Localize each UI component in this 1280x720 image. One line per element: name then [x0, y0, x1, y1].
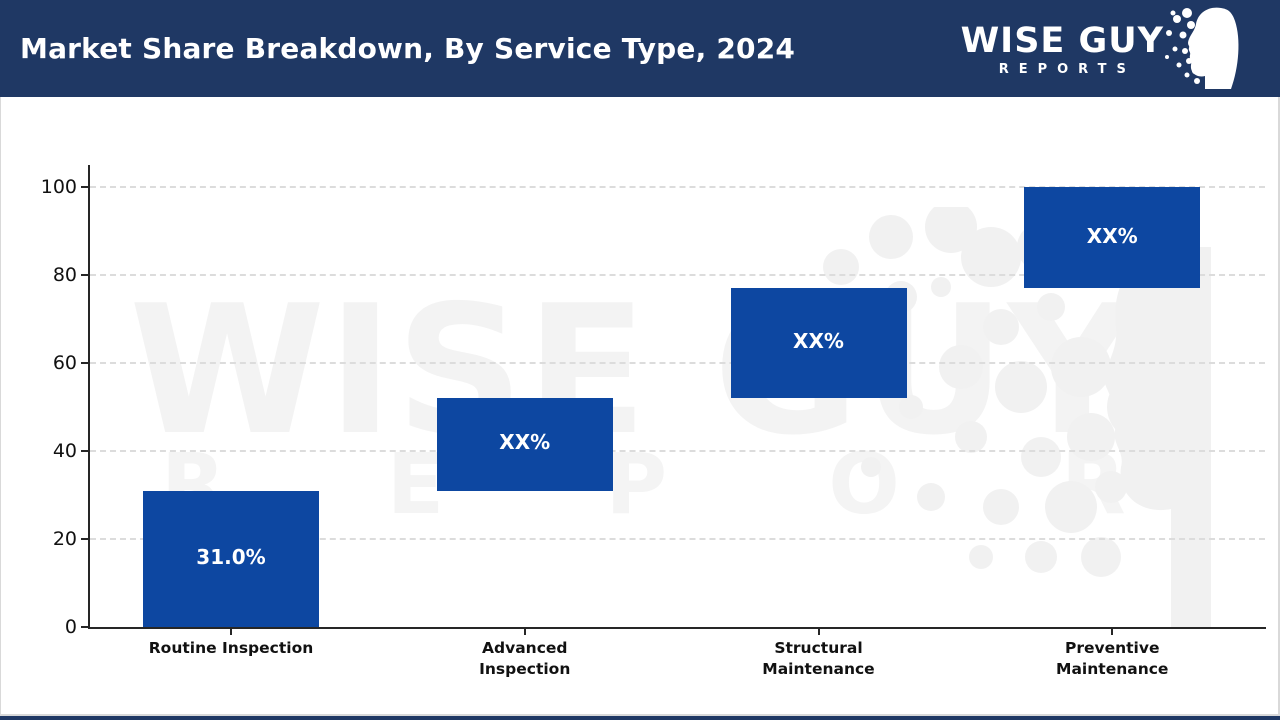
- dotted-head-profile-icon: [1165, 7, 1239, 89]
- y-tick-mark: [81, 186, 88, 188]
- gridline-80: [90, 274, 1265, 276]
- bar-1: [143, 490, 319, 627]
- header-bar: Market Share Breakdown, By Service Type,…: [0, 0, 1280, 97]
- page-title: Market Share Breakdown, By Service Type,…: [20, 32, 796, 65]
- category-label: Routine Inspection: [148, 639, 314, 657]
- y-tick-mark: [81, 538, 88, 540]
- x-tick-mark: [523, 629, 526, 635]
- y-tick-mark: [81, 626, 88, 628]
- footer-bar: [0, 716, 1280, 720]
- logo-subtitle: REPORTS: [998, 61, 1136, 77]
- x-tick-mark: [1111, 629, 1114, 635]
- logo-text: WISE GUY REPORTS: [961, 23, 1164, 79]
- y-tick-label: 40: [52, 440, 77, 462]
- gridline-20: [90, 538, 1265, 540]
- y-tick-mark: [81, 274, 88, 276]
- y-tick-label: 20: [52, 528, 77, 550]
- y-tick-label: 0: [64, 616, 77, 638]
- gridline-60: [90, 362, 1265, 364]
- bar-value-label: XX%: [499, 430, 551, 455]
- y-tick-mark: [81, 450, 88, 452]
- gridline-40: [90, 450, 1265, 452]
- waterfall-chart: 0 20 40 60 80 100 31.0% Routine Inspection XX% Ad…: [1, 97, 1278, 714]
- x-axis-line: [88, 627, 1266, 629]
- x-tick-mark: [230, 629, 232, 635]
- bar-value-label: XX%: [1086, 223, 1138, 248]
- y-tick-label: 100: [40, 176, 77, 198]
- bar-3: [730, 288, 907, 399]
- y-axis-line: [88, 165, 90, 629]
- chart-canvas: WISE GUY R E P O R T S 02040608010031.0%…: [0, 97, 1280, 716]
- gridline-100: [90, 186, 1265, 188]
- category-label: Advanced Inspection: [479, 639, 571, 678]
- category-label: Preventive Maintenance: [1056, 639, 1169, 678]
- bar-2: [436, 398, 613, 491]
- bar-value-label: XX%: [793, 329, 844, 354]
- y-tick-label: 60: [52, 352, 77, 374]
- wise-guy-reports-logo: WISE GUY REPORTS: [961, 5, 1252, 93]
- y-tick-label: 80: [52, 264, 77, 286]
- bar-value-label: 31.0%: [196, 544, 266, 569]
- x-tick-mark: [817, 629, 820, 635]
- logo-wordmark: WISE GUY: [960, 20, 1164, 61]
- category-label: Structural Maintenance: [762, 639, 875, 678]
- y-tick-mark: [81, 362, 88, 364]
